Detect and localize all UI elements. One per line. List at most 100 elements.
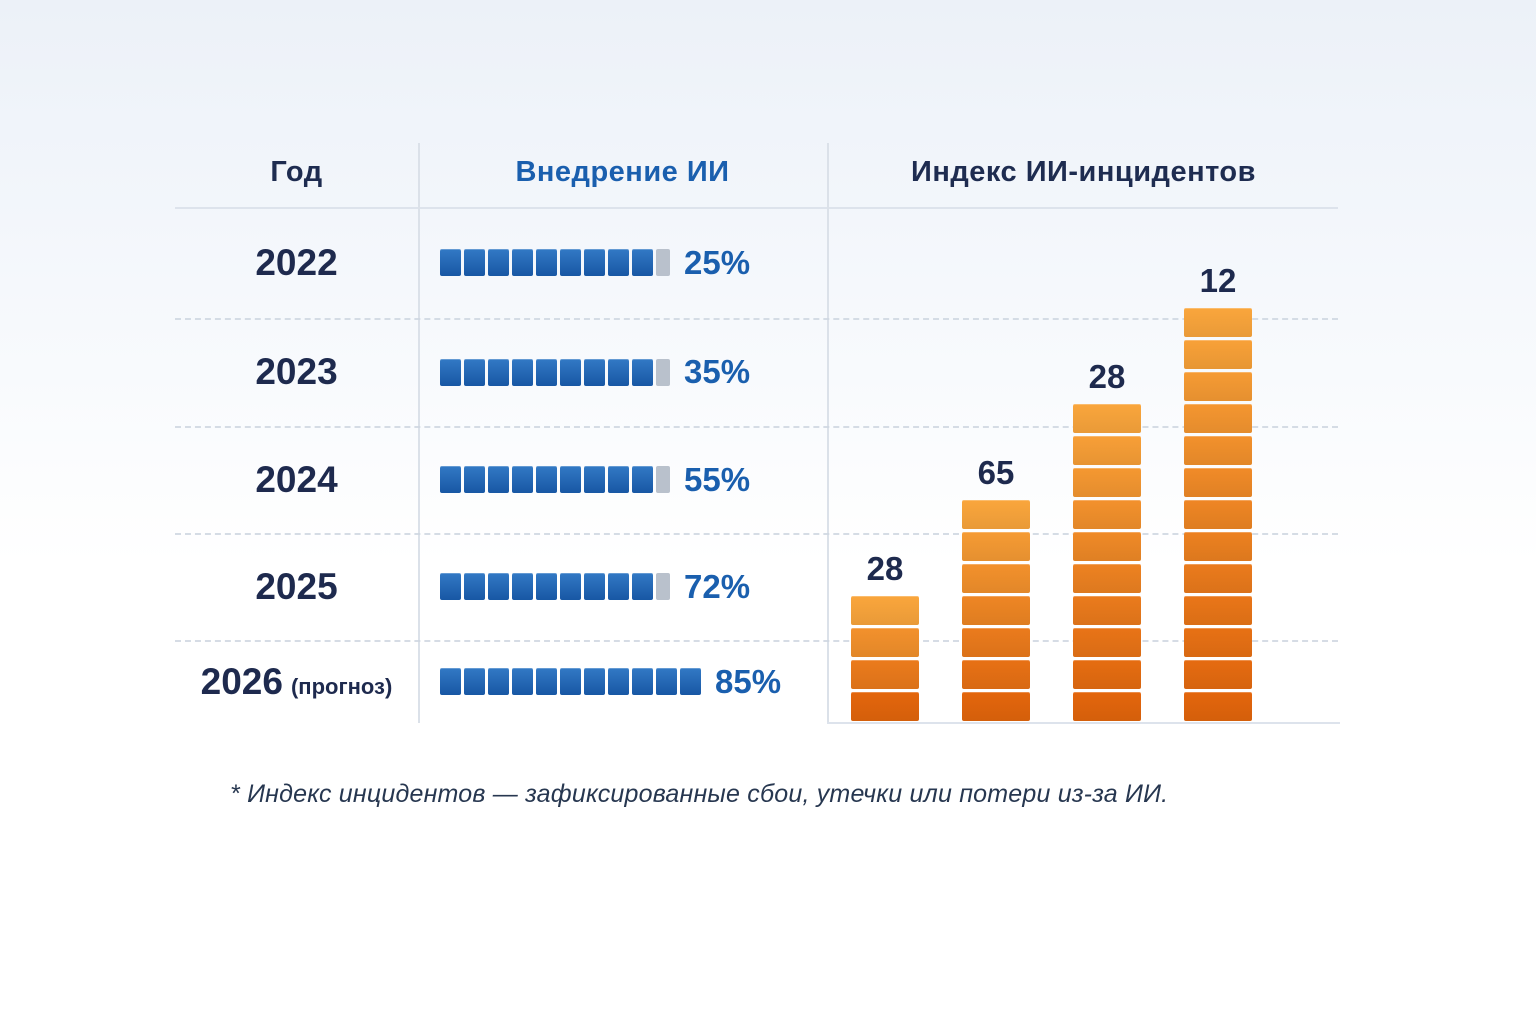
table-row: 2024 55% <box>175 426 827 533</box>
row-divider <box>175 426 1338 428</box>
adoption-segment-filled <box>536 573 557 600</box>
adoption-segment-filled <box>680 668 701 695</box>
adoption-segment-filled <box>512 466 533 493</box>
adoption-segment-filled <box>608 358 629 386</box>
adoption-segment-filled <box>512 668 533 695</box>
row-divider <box>175 318 1338 320</box>
adoption-segment-filled <box>512 573 533 600</box>
incident-bar-segment <box>1184 372 1252 401</box>
adoption-segment-filled <box>584 249 605 276</box>
incident-bar-segment <box>1184 532 1252 561</box>
adoption-segment-filled <box>464 466 485 493</box>
adoption-segment-filled <box>584 668 605 695</box>
adoption-segment-empty <box>656 466 670 493</box>
incident-bar-segment <box>1073 564 1141 593</box>
adoption-bar <box>440 249 670 276</box>
adoption-segment-filled <box>584 573 605 600</box>
incident-bar-segment <box>851 692 919 721</box>
table-header-row: Год Внедрение ИИ Индекс ИИ-инцидентов <box>175 143 1340 201</box>
incident-bar-segment <box>1073 692 1141 721</box>
incident-bar-segment <box>1184 404 1252 433</box>
year-label: 2022 <box>255 241 338 283</box>
adoption-bar <box>440 573 670 600</box>
adoption-segment-empty <box>656 249 670 276</box>
incident-bar-segment <box>1073 596 1141 625</box>
year-label: 2025 <box>255 565 338 607</box>
adoption-segment-empty <box>656 358 670 386</box>
incident-bar: 65 <box>962 454 1030 721</box>
year-cell: 2025 <box>175 566 418 608</box>
adoption-percent-label: 85% <box>715 662 782 700</box>
row-divider <box>175 640 1338 642</box>
adoption-segment-filled <box>464 249 485 276</box>
adoption-segment-filled <box>440 668 461 695</box>
adoption-segment-filled <box>560 573 581 600</box>
adoption-percent-label: 35% <box>684 353 751 390</box>
incident-bar-segment <box>1184 692 1252 721</box>
adoption-segment-filled <box>512 249 533 276</box>
adoption-segment-filled <box>536 358 557 386</box>
adoption-segment-filled <box>584 466 605 493</box>
adoption-segment-filled <box>608 466 629 493</box>
adoption-segment-filled <box>488 573 509 600</box>
incident-bar-segment <box>962 564 1030 593</box>
table-row: 2025 72% <box>175 533 827 640</box>
incident-bar-segment <box>1184 596 1252 625</box>
table-row: 2022 25% <box>175 207 827 318</box>
adoption-bar <box>440 668 701 695</box>
incident-bar-segment <box>1073 628 1141 657</box>
incident-bar-segment <box>851 596 919 625</box>
adoption-segment-filled <box>560 249 581 276</box>
incident-bar-segment <box>962 660 1030 689</box>
adoption-segment-filled <box>440 249 461 276</box>
adoption-bar <box>440 358 670 386</box>
incident-bar: 12 <box>1184 262 1252 721</box>
bar-value-label: 28 <box>866 550 904 587</box>
adoption-segment-filled <box>536 249 557 276</box>
bar-value-label: 65 <box>977 454 1015 491</box>
incident-bar-segment <box>1073 468 1141 497</box>
adoption-percent-label: 72% <box>684 567 751 605</box>
adoption-segment-filled <box>608 668 629 695</box>
column-divider-1 <box>418 143 420 723</box>
adoption-segment-filled <box>584 358 605 386</box>
adoption-segment-filled <box>464 358 485 386</box>
chart-baseline <box>827 722 1340 724</box>
incident-bar-segment <box>962 532 1030 561</box>
incident-bar-segment <box>1184 564 1252 593</box>
year-cell: 2026 (прогноз) <box>175 661 418 703</box>
incident-bar-segment <box>962 596 1030 625</box>
adoption-segment-empty <box>656 573 670 600</box>
adoption-segment-filled <box>464 573 485 600</box>
column-header-ai-adoption: Внедрение ИИ <box>515 155 730 188</box>
year-cell: 2023 <box>175 351 418 393</box>
incident-bar: 28 <box>1073 358 1141 721</box>
year-label: 2024 <box>255 458 338 500</box>
incident-bar: 28 <box>851 550 919 721</box>
row-divider <box>175 533 1338 535</box>
adoption-segment-filled <box>536 668 557 695</box>
table-row: 2023 35% <box>175 318 827 426</box>
adoption-segment-filled <box>536 466 557 493</box>
bar-value-label: 28 <box>1088 358 1126 395</box>
incident-bar-segment <box>962 500 1030 529</box>
incident-bar-segment <box>962 628 1030 657</box>
footnote: * Индекс инцидентов — зафиксированные сб… <box>230 780 1169 808</box>
incident-bar-segment <box>1184 500 1252 529</box>
year-label: 2026 <box>200 660 283 702</box>
incident-bar-segment <box>1184 308 1252 337</box>
adoption-segment-filled <box>488 466 509 493</box>
year-forecast-suffix: (прогноз) <box>290 673 393 699</box>
adoption-segment-filled <box>632 249 653 276</box>
incident-bar-segment <box>1073 404 1141 433</box>
incident-bar-segment <box>1073 660 1141 689</box>
adoption-segment-filled <box>632 573 653 600</box>
table-row: 2026 (прогноз) 85% <box>175 640 827 723</box>
adoption-segment-filled <box>440 466 461 493</box>
incident-bar-segment <box>1184 436 1252 465</box>
adoption-segment-filled <box>512 358 533 386</box>
adoption-segment-filled <box>440 573 461 600</box>
adoption-segment-filled <box>560 358 581 386</box>
adoption-segment-filled <box>488 358 509 386</box>
year-cell: 2024 <box>175 459 418 501</box>
